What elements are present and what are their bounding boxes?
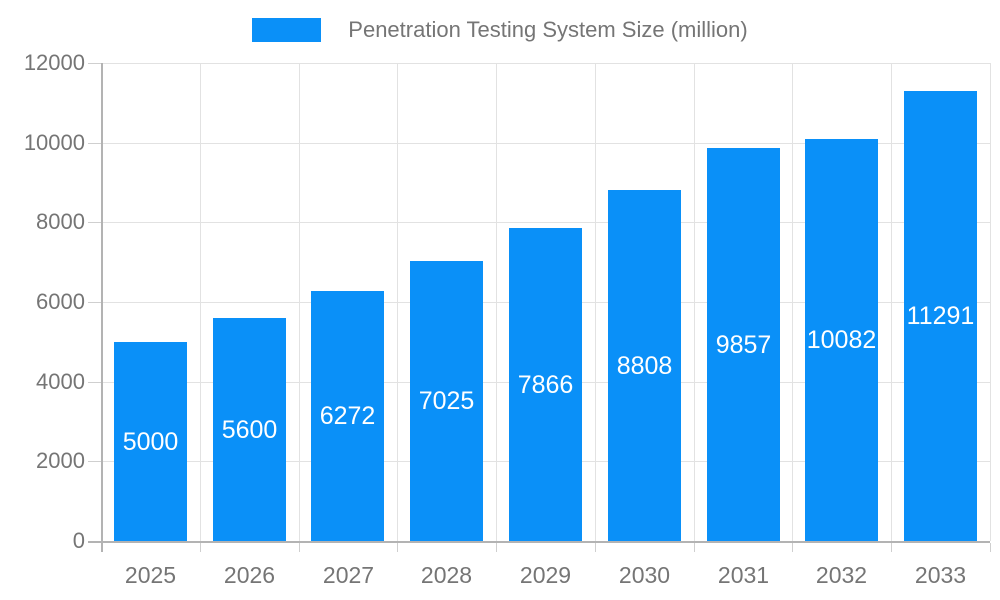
bar-value-label: 8808 [616, 351, 673, 380]
grid-line-vertical [397, 63, 398, 541]
grid-line-vertical [694, 63, 695, 541]
bar[interactable]: 8808 [608, 190, 681, 541]
grid-line-vertical [792, 63, 793, 541]
x-axis-label: 2031 [717, 562, 770, 588]
x-axis-tick [595, 543, 596, 552]
bar-value-label: 5000 [122, 427, 179, 456]
legend-label: Penetration Testing System Size (million… [348, 17, 748, 42]
x-axis-label: 2028 [420, 562, 473, 588]
y-axis-label: 12000 [23, 50, 85, 75]
x-axis-label: 2027 [322, 562, 375, 588]
y-axis-label: 6000 [36, 289, 85, 314]
y-axis-tick [88, 63, 101, 64]
x-axis-tick [694, 543, 695, 552]
legend-swatch[interactable] [252, 18, 322, 42]
y-axis-label: 8000 [36, 209, 85, 234]
bar-value-label: 10082 [806, 326, 877, 354]
bar[interactable]: 5600 [213, 318, 286, 541]
y-axis-label: 0 [72, 528, 85, 553]
x-axis-label: 2030 [618, 562, 671, 588]
bar[interactable]: 7025 [410, 261, 483, 541]
x-axis-tick [397, 543, 398, 552]
bar-value-label: 7866 [517, 370, 574, 399]
x-axis-label: 2025 [124, 562, 177, 588]
y-axis-label: 2000 [36, 448, 85, 473]
x-axis-line [88, 541, 990, 543]
bar[interactable]: 7866 [509, 228, 582, 541]
bar-value-label: 6272 [319, 402, 376, 430]
bar[interactable]: 10082 [805, 139, 878, 541]
grid-line-vertical [200, 63, 201, 541]
y-axis-tick [88, 222, 101, 223]
y-axis-label: 10000 [23, 130, 85, 155]
grid-line-horizontal [101, 143, 990, 144]
grid-line-horizontal [101, 222, 990, 223]
y-axis-tick [88, 302, 101, 303]
x-axis-label: 2032 [815, 562, 868, 588]
y-axis-line [101, 63, 103, 552]
grid-line-vertical [496, 63, 497, 541]
bar[interactable]: 6272 [311, 291, 384, 541]
grid-line-vertical [891, 63, 892, 541]
y-axis-label: 4000 [36, 369, 85, 394]
x-axis-tick [891, 543, 892, 552]
bar-value-label: 5600 [221, 415, 278, 444]
grid-line-vertical [990, 63, 991, 541]
x-axis-label: 2026 [223, 562, 276, 588]
bar[interactable]: 5000 [114, 342, 187, 541]
x-axis-tick [200, 543, 201, 552]
y-axis-tick [88, 382, 101, 383]
grid-line-vertical [595, 63, 596, 541]
chart-legend[interactable]: Penetration Testing System Size (million… [0, 16, 1000, 44]
x-axis-tick [990, 543, 991, 552]
bar[interactable]: 9857 [707, 148, 780, 541]
x-axis-tick [496, 543, 497, 552]
y-axis-tick [88, 143, 101, 144]
bar-value-label: 9857 [715, 330, 772, 359]
bar-value-label: 11291 [906, 302, 975, 330]
x-axis-tick [299, 543, 300, 552]
bar[interactable]: 11291 [904, 91, 977, 541]
y-axis-tick [88, 461, 101, 462]
x-axis-tick [792, 543, 793, 552]
grid-line-horizontal [101, 63, 990, 64]
x-axis-label: 2029 [519, 562, 572, 588]
bar-value-label: 7025 [418, 387, 475, 415]
x-axis-label: 2033 [914, 562, 967, 588]
grid-line-vertical [299, 63, 300, 541]
